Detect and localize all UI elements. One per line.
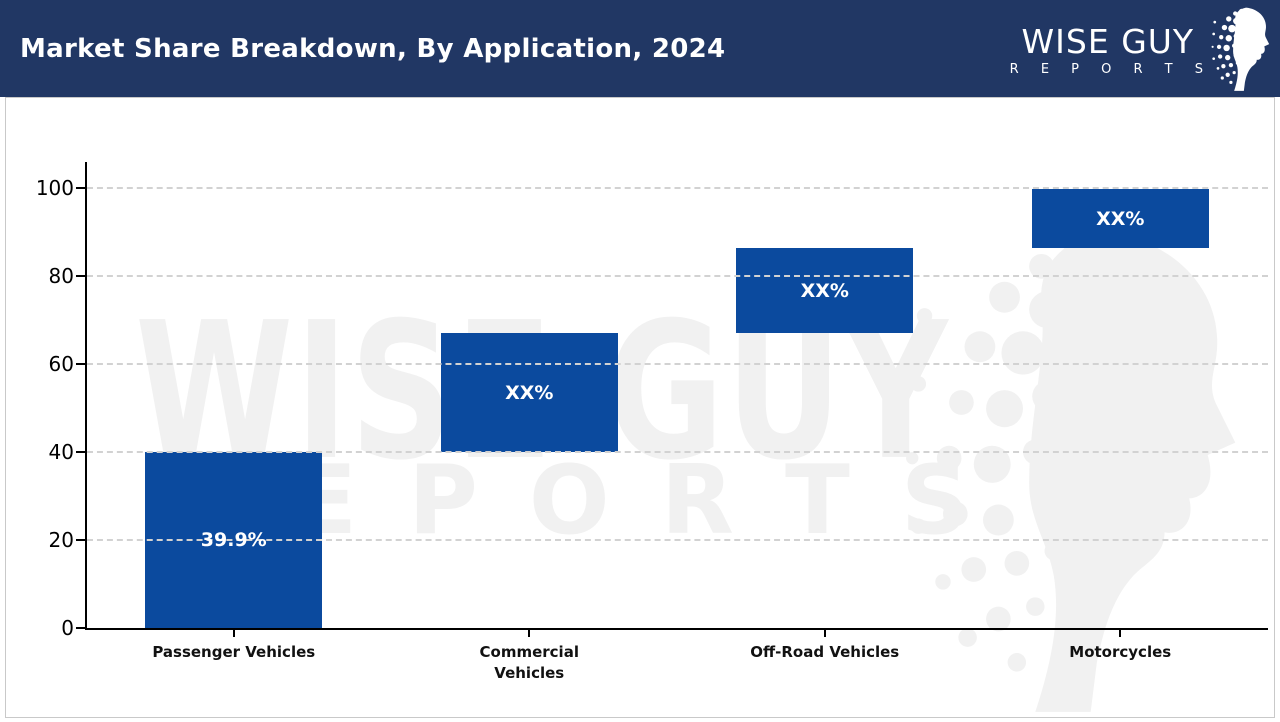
x-axis-spine xyxy=(85,628,1268,630)
y-tick-mark xyxy=(76,363,85,365)
gridline xyxy=(87,451,1268,453)
gridline xyxy=(87,539,1268,541)
y-tick-label: 20 xyxy=(48,528,74,552)
y-tick-mark xyxy=(76,275,85,277)
chart-panel: WISE GUY R E P O R T S 0 20 40 60 80 100 39.9 xyxy=(5,97,1275,718)
category-label: Passenger Vehicles xyxy=(152,643,316,661)
bar xyxy=(440,333,618,453)
y-tick-label: 80 xyxy=(48,264,74,288)
y-tick-mark xyxy=(76,187,85,189)
gridline xyxy=(87,187,1268,189)
y-tick-label: 0 xyxy=(61,616,74,640)
category-label: Off-Road Vehicles xyxy=(750,643,900,661)
gridline xyxy=(87,363,1268,365)
x-tick-mark xyxy=(232,630,235,637)
page-title: Market Share Breakdown, By Application, … xyxy=(20,33,726,64)
brand-logo: WISE GUY R E P O R T S xyxy=(1004,5,1274,93)
category-label: Commercial Vehicles xyxy=(479,643,579,682)
brand-subname: R E P O R T S xyxy=(1009,61,1212,77)
bar-value-label: XX% xyxy=(1096,207,1145,230)
bar xyxy=(736,248,914,334)
y-tick-label: 100 xyxy=(35,176,74,200)
y-axis-spine xyxy=(85,162,87,630)
y-tick-mark xyxy=(76,451,85,453)
x-tick-mark xyxy=(528,630,531,637)
gridline xyxy=(87,275,1268,277)
bar xyxy=(1031,188,1209,249)
y-tick-label: 40 xyxy=(48,440,74,464)
brand-logo-text: WISE GUY R E P O R T S xyxy=(1004,22,1212,77)
y-tick-mark xyxy=(76,539,85,541)
x-tick-mark xyxy=(823,630,826,637)
category-label: Motorcycles xyxy=(1069,643,1172,661)
y-tick-label: 60 xyxy=(48,352,74,376)
y-tick-mark xyxy=(76,627,85,629)
header-bar: Market Share Breakdown, By Application, … xyxy=(0,0,1280,97)
bar-value-label: XX% xyxy=(800,279,849,302)
plot: 0 20 40 60 80 100 39.9% Passenger Vehicles XX% Co… xyxy=(6,98,1274,717)
bar-value-label: XX% xyxy=(505,381,554,404)
bar-value-label: 39.9% xyxy=(200,529,267,552)
head-profile-icon xyxy=(1204,6,1274,92)
brand-name: WISE GUY xyxy=(1021,21,1195,61)
x-tick-mark xyxy=(1119,630,1122,637)
